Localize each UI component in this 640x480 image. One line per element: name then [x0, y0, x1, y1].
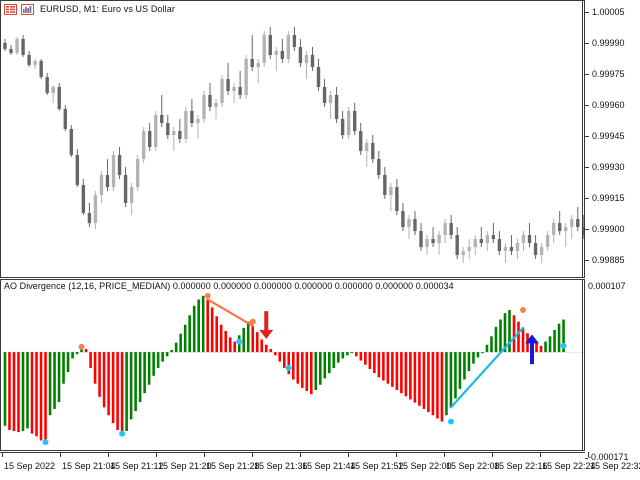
time-scale-label: 15 Sep 22:24: [542, 461, 596, 471]
time-scale-mark: [156, 452, 157, 457]
time-scale-label: 15 Sep 21:20: [158, 461, 212, 471]
time-scale-mark: [396, 452, 397, 457]
indicator-scale-bottom-label: -0.000171: [585, 452, 629, 462]
time-scale-label: 15 Sep 22:16: [494, 461, 548, 471]
time-scale-label: 15 Sep 21:28: [206, 461, 260, 471]
price-scale-tick: 0.99975: [585, 69, 625, 79]
indicator-scale-top-label: 0.000107: [588, 281, 626, 291]
ao-histogram-series: [1, 280, 584, 450]
time-scale-mark: [300, 452, 301, 457]
chart-icon[interactable]: [21, 3, 34, 15]
time-scale-label: 15 Sep 2022: [4, 461, 56, 471]
time-scale-mark: [588, 452, 589, 457]
price-scale-tick: 0.99990: [585, 38, 625, 48]
price-scale-tick: 0.99915: [585, 193, 625, 203]
time-scale-label: 15 Sep 22:32: [590, 461, 640, 471]
price-scale-tick: 1.00005: [585, 7, 625, 17]
time-scale-label: 15 Sep 22:08: [446, 461, 500, 471]
time-scale-label: 15 Sep 22:00: [398, 461, 452, 471]
time-scale-label: 15 Sep 21:12: [110, 461, 164, 471]
time-scale-label: 15 Sep 21:52: [350, 461, 404, 471]
price-chart-pane[interactable]: EURUSD, M1: Euro vs US Dollar: [0, 0, 585, 278]
time-axis-line: [0, 452, 585, 453]
time-scale-mark: [348, 452, 349, 457]
price-scale-tick: 0.99900: [585, 224, 625, 234]
time-scale-mark: [60, 452, 61, 457]
chart-header: EURUSD, M1: Euro vs US Dollar: [1, 1, 584, 17]
time-scale-mark: [2, 452, 3, 457]
price-scale-tick: 0.99885: [585, 255, 625, 265]
time-scale-mark: [444, 452, 445, 457]
indicator-scale[interactable]: 0.000107: [585, 279, 640, 451]
price-scale-tick: 0.99945: [585, 131, 625, 141]
time-scale-mark: [540, 452, 541, 457]
indicator-label: AO Divergence (12,16, PRICE_MEDIAN) 0.00…: [4, 281, 454, 291]
price-scale-tick: 0.99930: [585, 162, 625, 172]
time-scale-label: 15 Sep 21:44: [302, 461, 356, 471]
time-scale-mark: [492, 452, 493, 457]
time-scale-mark: [252, 452, 253, 457]
chart-title: EURUSD, M1: Euro vs US Dollar: [40, 4, 175, 14]
data-window-icon[interactable]: [4, 3, 17, 15]
time-scale-label: 15 Sep 21:36: [254, 461, 308, 471]
price-scale-tick: 0.99960: [585, 100, 625, 110]
time-scale-mark: [204, 452, 205, 457]
time-scale-mark: [108, 452, 109, 457]
candlestick-series: [3, 1, 584, 277]
time-scale[interactable]: 15 Sep 2022 15 Sep 21:04 15 Sep 21:12 15 Se…: [0, 452, 640, 480]
indicator-pane-ao-divergence[interactable]: AO Divergence (12,16, PRICE_MEDIAN) 0.00…: [0, 279, 585, 451]
time-scale-label: 15 Sep 21:04: [62, 461, 116, 471]
price-scale[interactable]: 1.00005 0.99990 0.99975 0.99960 0.99945 0.999…: [585, 0, 640, 278]
